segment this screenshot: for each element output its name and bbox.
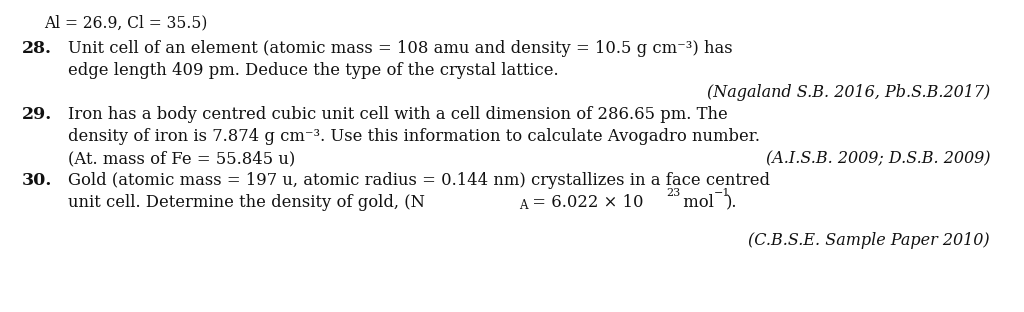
Text: Gold (atomic mass = 197 u, atomic radius = 0.144 nm) crystallizes in a face cent: Gold (atomic mass = 197 u, atomic radius… bbox=[68, 172, 770, 189]
Text: 29.: 29. bbox=[22, 106, 52, 123]
Text: (C.B.S.E. Sample Paper 2010): (C.B.S.E. Sample Paper 2010) bbox=[749, 232, 990, 249]
Text: = 6.022 × 10: = 6.022 × 10 bbox=[527, 194, 643, 211]
Text: Al = 26.9, Cl = 35.5): Al = 26.9, Cl = 35.5) bbox=[44, 14, 208, 31]
Text: unit cell. Determine the density of gold, (N: unit cell. Determine the density of gold… bbox=[68, 194, 425, 211]
Text: −1: −1 bbox=[714, 188, 730, 198]
Text: (A.I.S.B. 2009; D.S.B. 2009): (A.I.S.B. 2009; D.S.B. 2009) bbox=[766, 150, 990, 167]
Text: Unit cell of an element (atomic mass = 108 amu and density = 10.5 g cm⁻³) has: Unit cell of an element (atomic mass = 1… bbox=[68, 40, 732, 57]
Text: (Nagaland S.B. 2016, Pb.S.B.2017): (Nagaland S.B. 2016, Pb.S.B.2017) bbox=[707, 84, 990, 101]
Text: density of iron is 7.874 g cm⁻³. Use this information to calculate Avogadro numb: density of iron is 7.874 g cm⁻³. Use thi… bbox=[68, 128, 760, 145]
Text: ).: ). bbox=[726, 194, 737, 211]
Text: A: A bbox=[519, 199, 527, 212]
Text: 23: 23 bbox=[666, 188, 680, 198]
Text: Iron has a body centred cubic unit cell with a cell dimension of 286.65 pm. The: Iron has a body centred cubic unit cell … bbox=[68, 106, 728, 123]
Text: mol: mol bbox=[678, 194, 714, 211]
Text: 28.: 28. bbox=[22, 40, 52, 57]
Text: edge length 409 pm. Deduce the type of the crystal lattice.: edge length 409 pm. Deduce the type of t… bbox=[68, 62, 559, 79]
Text: 30.: 30. bbox=[22, 172, 52, 189]
Text: (At. mass of Fe = 55.845 u): (At. mass of Fe = 55.845 u) bbox=[68, 150, 295, 167]
